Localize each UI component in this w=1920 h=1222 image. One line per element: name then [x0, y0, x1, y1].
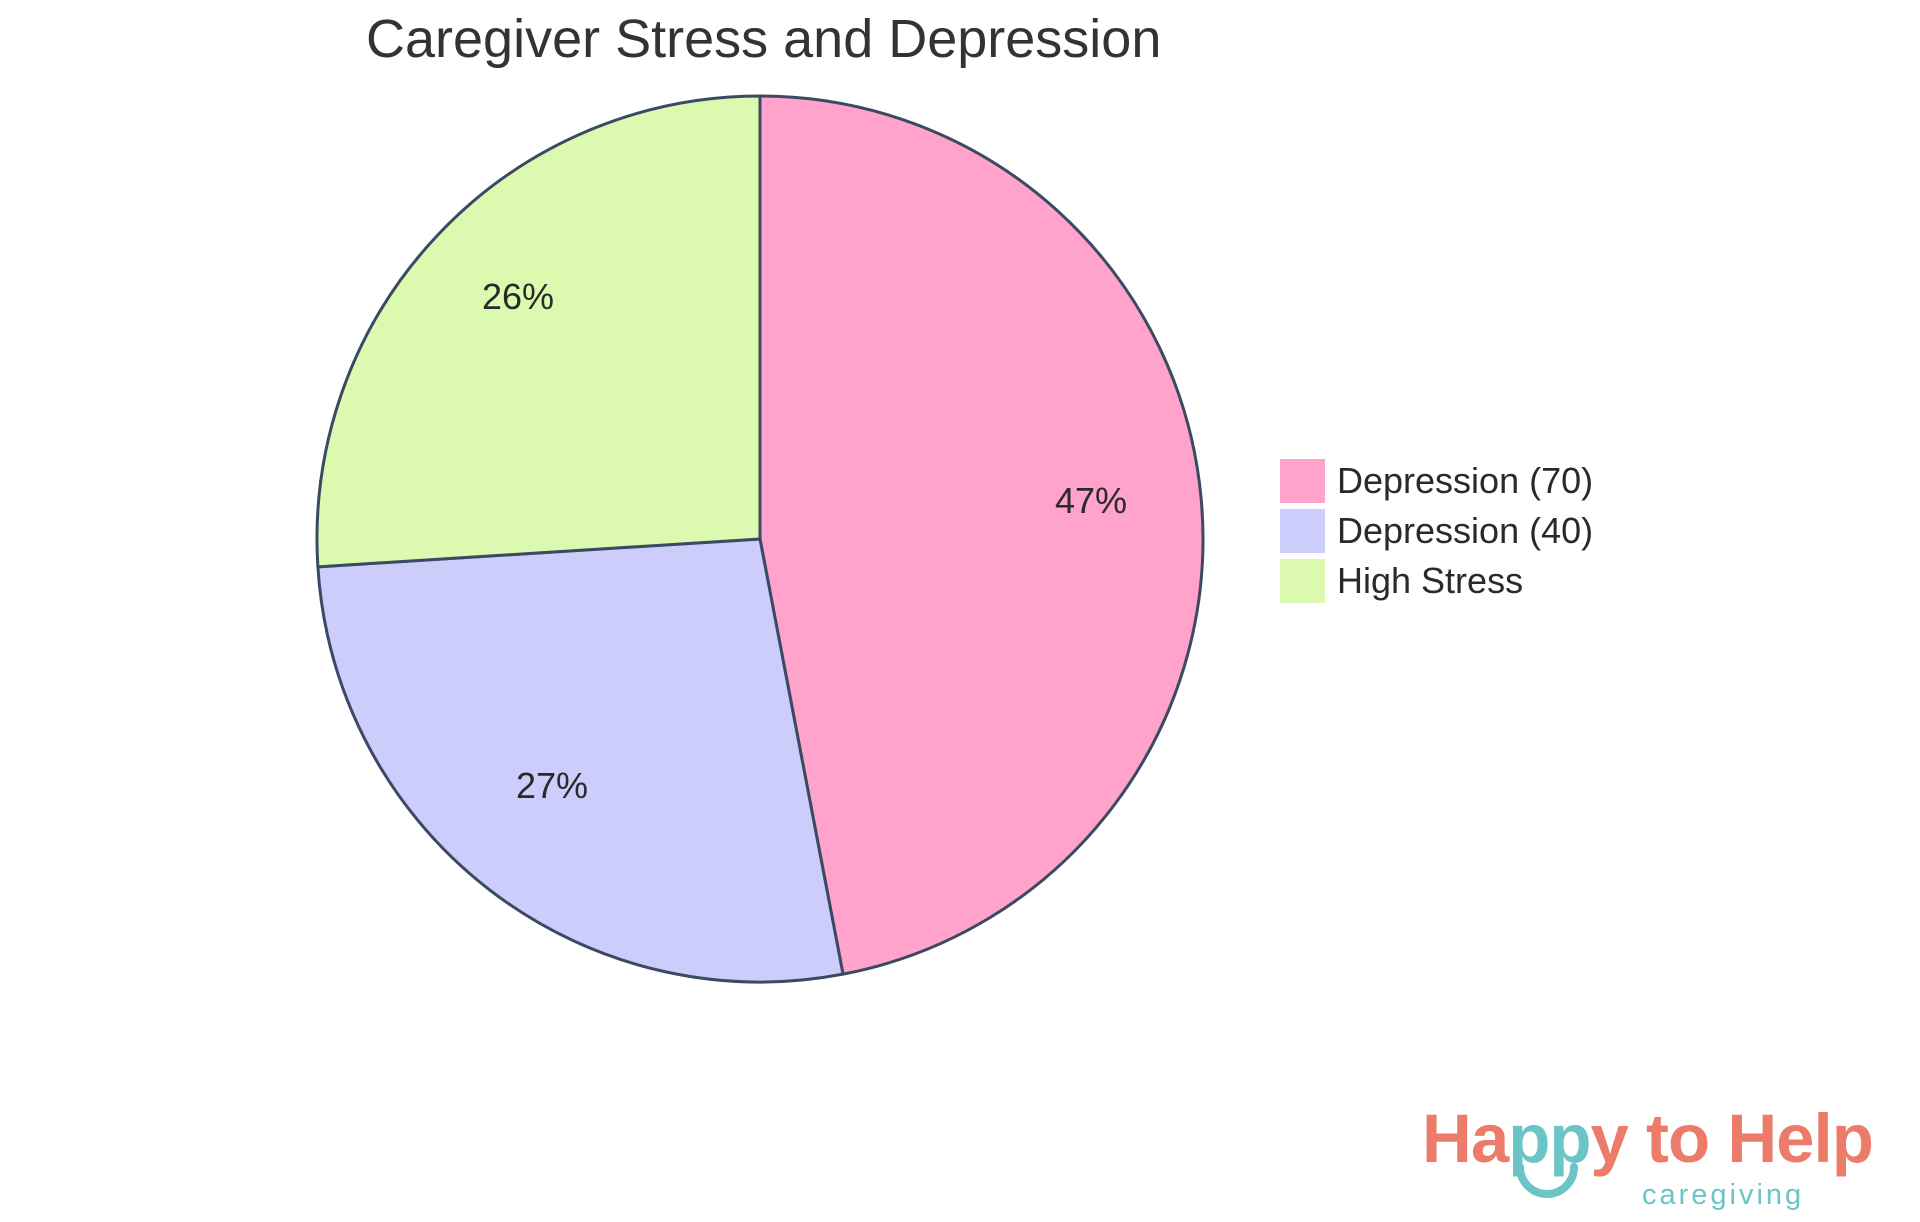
svg-text:Happy to Help: Happy to Help [1422, 1100, 1873, 1177]
svg-text:caregiving: caregiving [1642, 1179, 1804, 1211]
